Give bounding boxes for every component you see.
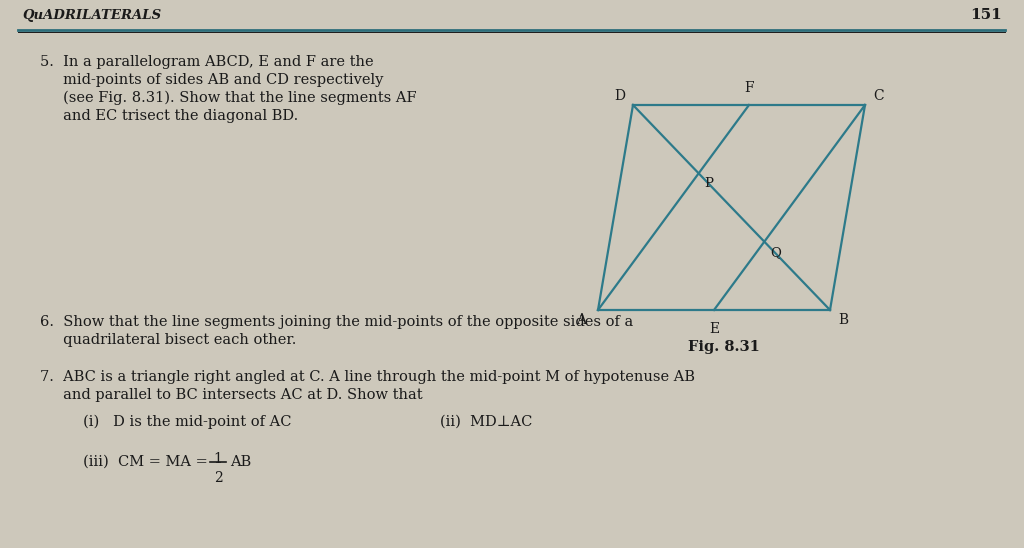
Text: mid-points of sides AB and CD respectively: mid-points of sides AB and CD respective… [40, 73, 383, 87]
Text: P: P [705, 178, 714, 190]
Text: and parallel to BC intersects AC at D. Show that: and parallel to BC intersects AC at D. S… [40, 388, 423, 402]
Text: 2: 2 [214, 471, 222, 485]
Text: F: F [744, 81, 754, 95]
Text: A: A [575, 313, 586, 327]
Text: quadrilateral bisect each other.: quadrilateral bisect each other. [40, 333, 296, 347]
Text: (ii)  MD⊥AC: (ii) MD⊥AC [440, 415, 532, 429]
Text: D: D [614, 89, 625, 103]
Text: QuADRILATERALS: QuADRILATERALS [22, 9, 161, 22]
Text: Fig. 8.31: Fig. 8.31 [688, 340, 760, 354]
Text: C: C [873, 89, 884, 103]
Text: (iii)  CM = MA =: (iii) CM = MA = [60, 455, 212, 469]
Text: 1: 1 [214, 452, 222, 466]
Text: (i)   D is the mid-point of AC: (i) D is the mid-point of AC [60, 415, 292, 430]
Text: 151: 151 [971, 8, 1002, 22]
Text: E: E [709, 322, 719, 336]
Text: B: B [838, 313, 848, 327]
Text: Q: Q [770, 246, 781, 259]
Text: 7.  ABC is a triangle right angled at C. A line through the mid-point M of hypot: 7. ABC is a triangle right angled at C. … [40, 370, 695, 384]
Text: AB: AB [230, 455, 251, 469]
Text: (see Fig. 8.31). Show that the line segments AF: (see Fig. 8.31). Show that the line segm… [40, 91, 417, 105]
Text: and EC trisect the diagonal BD.: and EC trisect the diagonal BD. [40, 109, 298, 123]
Text: 6.  Show that the line segments joining the mid-points of the opposite sides of : 6. Show that the line segments joining t… [40, 315, 633, 329]
Text: 5.  In a parallelogram ABCD, E and F are the: 5. In a parallelogram ABCD, E and F are … [40, 55, 374, 69]
